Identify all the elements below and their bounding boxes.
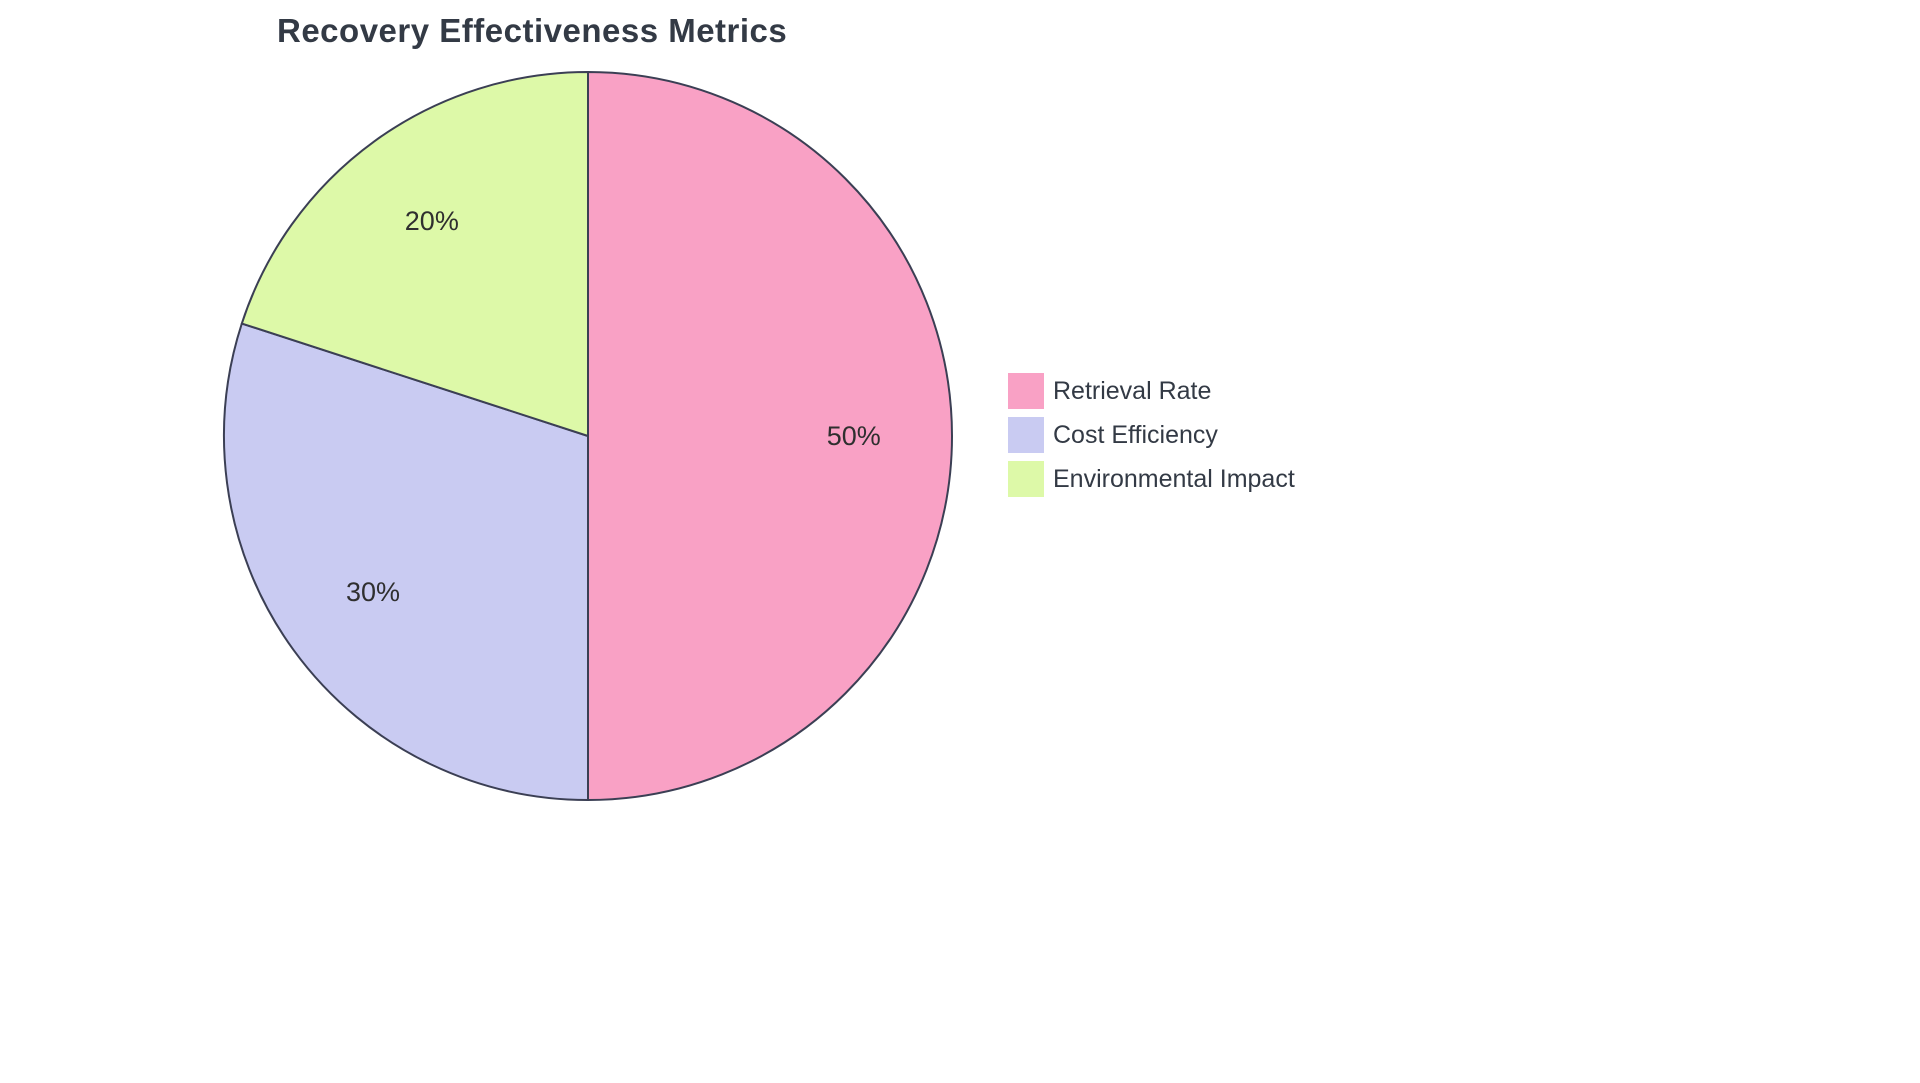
legend-swatch-cost-efficiency <box>1008 417 1044 453</box>
legend-item-environmental-impact: Environmental Impact <box>1008 461 1295 497</box>
slice-percentage-label-environmental-impact: 20% <box>405 206 459 236</box>
legend-item-cost-efficiency: Cost Efficiency <box>1008 417 1295 453</box>
pie-slice-environmental-impact <box>240 71 589 437</box>
legend-label-environmental-impact: Environmental Impact <box>1053 464 1295 493</box>
legend-swatch-environmental-impact <box>1008 461 1044 497</box>
chart-legend: Retrieval Rate Cost Efficiency Environment… <box>1008 373 1295 505</box>
chart-title: Recovery Effectiveness Metrics <box>277 12 788 49</box>
legend-swatch-retrieval-rate <box>1008 373 1044 409</box>
pie-slice-retrieval-rate <box>587 71 953 801</box>
slice-percentage-label-cost-efficiency: 30% <box>346 577 400 607</box>
slice-percentage-label-retrieval-rate: 50% <box>827 421 881 451</box>
legend-label-cost-efficiency: Cost Efficiency <box>1053 420 1218 449</box>
pie-slice-cost-efficiency <box>223 322 589 801</box>
legend-item-retrieval-rate: Retrieval Rate <box>1008 373 1295 409</box>
legend-label-retrieval-rate: Retrieval Rate <box>1053 376 1212 405</box>
